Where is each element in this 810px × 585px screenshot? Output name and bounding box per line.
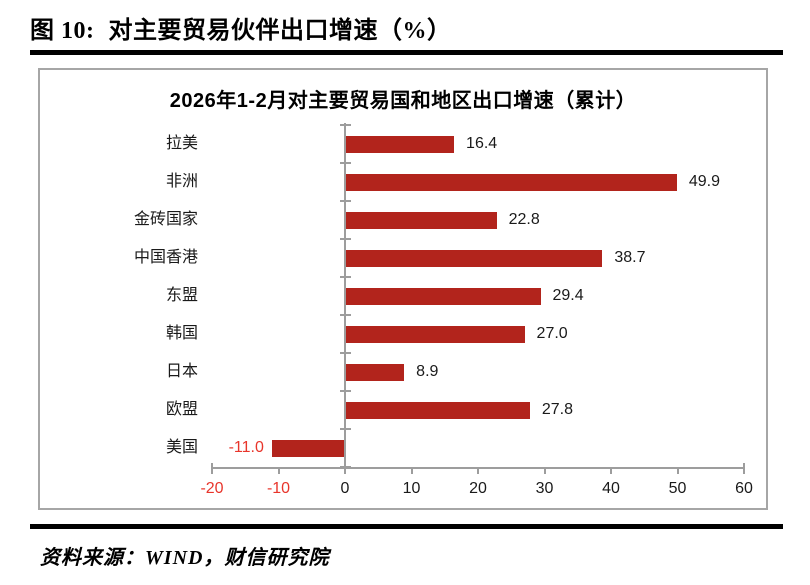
footer-rule bbox=[30, 524, 783, 529]
data-bar bbox=[345, 401, 530, 419]
x-axis-tick bbox=[610, 467, 612, 474]
x-axis-tick bbox=[477, 467, 479, 474]
category-label: 日本 bbox=[165, 363, 198, 380]
data-bar bbox=[345, 249, 603, 267]
value-label: 27.0 bbox=[536, 325, 568, 342]
value-label: 38.7 bbox=[614, 249, 646, 266]
x-axis-tick-label: 20 bbox=[469, 480, 487, 497]
category-label: 非洲 bbox=[165, 173, 198, 190]
data-bar bbox=[345, 173, 677, 191]
x-axis-tick-label: 30 bbox=[535, 480, 554, 497]
data-bar bbox=[345, 211, 497, 229]
bar-chart-plot-area: 2026年1-2月对主要贸易国和地区出口增速（累计） 拉美 16.4 非洲 49.9 金… bbox=[40, 70, 766, 508]
data-bar bbox=[271, 439, 345, 457]
x-axis-tick-label: -10 bbox=[266, 480, 291, 497]
x-axis-tick-label: 10 bbox=[402, 480, 421, 497]
data-bar bbox=[345, 363, 405, 381]
category-label: 中国香港 bbox=[133, 249, 198, 266]
y-axis-tick bbox=[340, 390, 351, 392]
figure-number: 图 10: bbox=[30, 18, 95, 44]
figure-title: 图 10: 对主要贸易伙伴出口增速（%） bbox=[30, 10, 790, 45]
data-bar bbox=[345, 135, 455, 153]
y-axis-tick bbox=[340, 200, 351, 202]
y-axis-tick bbox=[340, 352, 351, 354]
value-label: -11.0 bbox=[228, 439, 264, 456]
chart-title: 2026年1-2月对主要贸易国和地区出口增速（累计） bbox=[169, 90, 637, 112]
category-label: 欧盟 bbox=[165, 401, 198, 418]
y-axis-tick bbox=[340, 162, 351, 164]
x-axis-tick bbox=[410, 467, 413, 474]
chart-panel: 2026年1-2月对主要贸易国和地区出口增速（累计） 拉美 16.4 非洲 49.9 金… bbox=[38, 68, 768, 510]
y-axis-tick bbox=[340, 276, 351, 278]
category-label: 美国 bbox=[165, 439, 198, 456]
y-axis-tick bbox=[340, 124, 351, 126]
x-axis-tick bbox=[211, 463, 213, 474]
data-bar bbox=[345, 325, 525, 343]
value-label: 8.9 bbox=[416, 363, 439, 380]
x-axis-tick-label: 40 bbox=[602, 480, 620, 497]
value-label: 27.8 bbox=[541, 401, 573, 418]
category-label: 韩国 bbox=[165, 325, 198, 342]
value-label: 49.9 bbox=[688, 173, 720, 190]
x-axis-tick bbox=[543, 467, 546, 474]
x-axis-tick bbox=[676, 467, 679, 474]
y-axis-line bbox=[344, 123, 346, 469]
category-label: 东盟 bbox=[165, 287, 198, 304]
x-axis-tick-label: 50 bbox=[668, 480, 687, 497]
y-axis-tick bbox=[340, 238, 351, 240]
data-bar bbox=[345, 287, 541, 305]
value-label: 22.8 bbox=[508, 211, 540, 228]
x-axis-tick bbox=[743, 463, 745, 474]
value-label: 29.4 bbox=[552, 287, 584, 304]
value-label: 16.4 bbox=[466, 135, 498, 152]
x-axis-tick bbox=[344, 467, 346, 474]
title-underline bbox=[30, 50, 783, 55]
figure-title-text: 对主要贸易伙伴出口增速（%） bbox=[108, 18, 452, 44]
x-axis-tick-label: -20 bbox=[200, 480, 224, 497]
source-note: 资料来源：WIND，财信研究院 bbox=[40, 547, 330, 569]
x-axis-tick-label: 60 bbox=[735, 480, 753, 497]
x-axis-tick-label: 0 bbox=[340, 480, 350, 497]
category-label: 拉美 bbox=[165, 135, 198, 152]
y-axis-tick bbox=[340, 428, 351, 430]
category-label: 金砖国家 bbox=[133, 211, 198, 228]
x-axis-tick bbox=[277, 467, 280, 474]
y-axis-tick bbox=[340, 314, 351, 316]
